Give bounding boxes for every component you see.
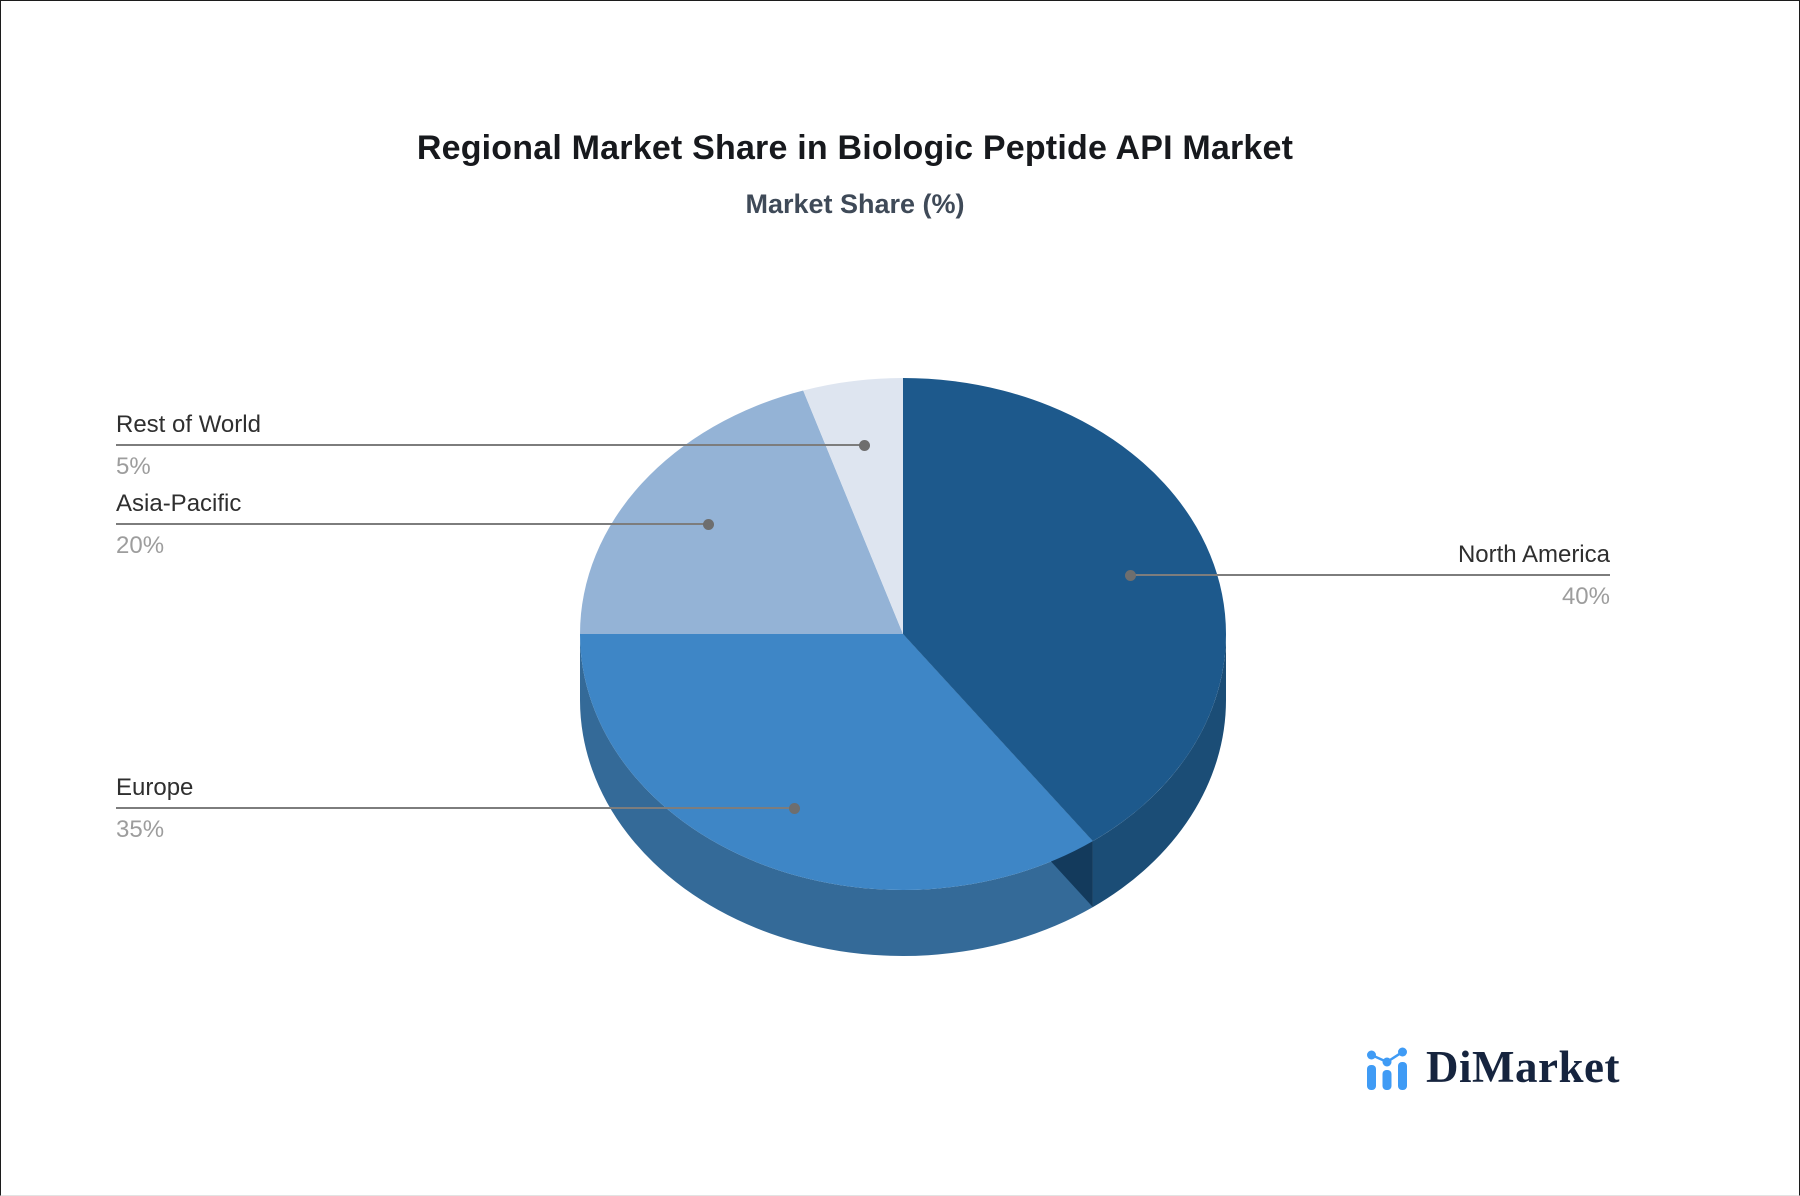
pie-slice <box>580 634 1093 956</box>
callout-value-europe: 35% <box>116 816 165 843</box>
callout-dot-asia-pacific <box>703 519 714 530</box>
callout-dot-rest-of-world <box>859 440 870 451</box>
callout-line-north-america <box>1130 574 1610 576</box>
callout-line-rest-of-world <box>116 444 864 446</box>
chart-subtitle: Market Share (%) <box>745 189 965 219</box>
pie-slice <box>1092 634 1226 908</box>
callout-value-asia-pacific: 20% <box>116 532 165 559</box>
pie-slice <box>903 378 1226 842</box>
dimarket-logo: DiMarket <box>1367 1042 1620 1092</box>
pie-slice <box>580 634 1093 890</box>
logo-text: DiMarket <box>1426 1042 1620 1092</box>
callout-dot-north-america <box>1125 570 1136 581</box>
callout-line-asia-pacific <box>116 523 708 525</box>
bar-chart-logo-icon <box>1367 1047 1407 1090</box>
pie-slice <box>580 390 903 634</box>
pie-slice <box>803 378 903 634</box>
callout-value-rest-of-world: 5% <box>116 453 151 480</box>
callout-label-europe: Europe <box>116 774 194 801</box>
callout-line-europe <box>116 807 794 809</box>
callout-label-north-america: North America <box>1457 541 1610 568</box>
chart-title: Regional Market Share in Biologic Peptid… <box>416 129 1294 167</box>
callout-dot-europe <box>789 803 800 814</box>
callout-label-asia-pacific: Asia-Pacific <box>116 490 242 517</box>
callout-value-north-america: 40% <box>1561 583 1610 610</box>
callout-label-rest-of-world: Rest of World <box>116 411 261 438</box>
